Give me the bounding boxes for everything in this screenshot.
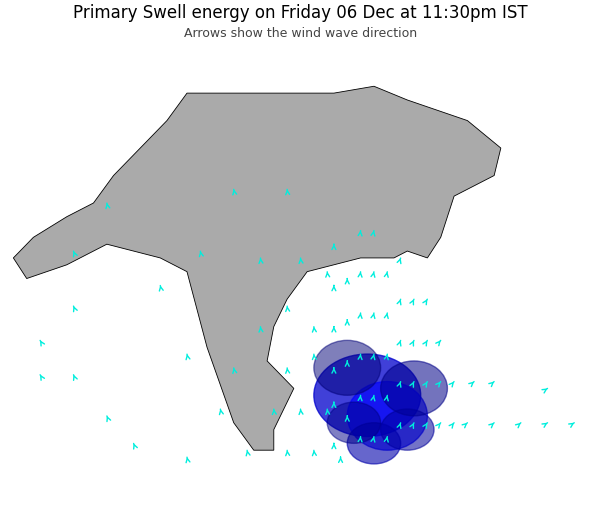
Text: Primary Swell energy on Friday 06 Dec at 11:30pm IST: Primary Swell energy on Friday 06 Dec at… <box>73 4 528 22</box>
Ellipse shape <box>314 354 421 436</box>
Ellipse shape <box>380 361 447 416</box>
Ellipse shape <box>347 381 427 450</box>
Polygon shape <box>13 86 501 450</box>
Ellipse shape <box>327 402 380 443</box>
Text: Arrows show the wind wave direction: Arrows show the wind wave direction <box>184 27 417 40</box>
Ellipse shape <box>314 340 380 395</box>
Ellipse shape <box>380 409 434 450</box>
Ellipse shape <box>347 423 401 464</box>
